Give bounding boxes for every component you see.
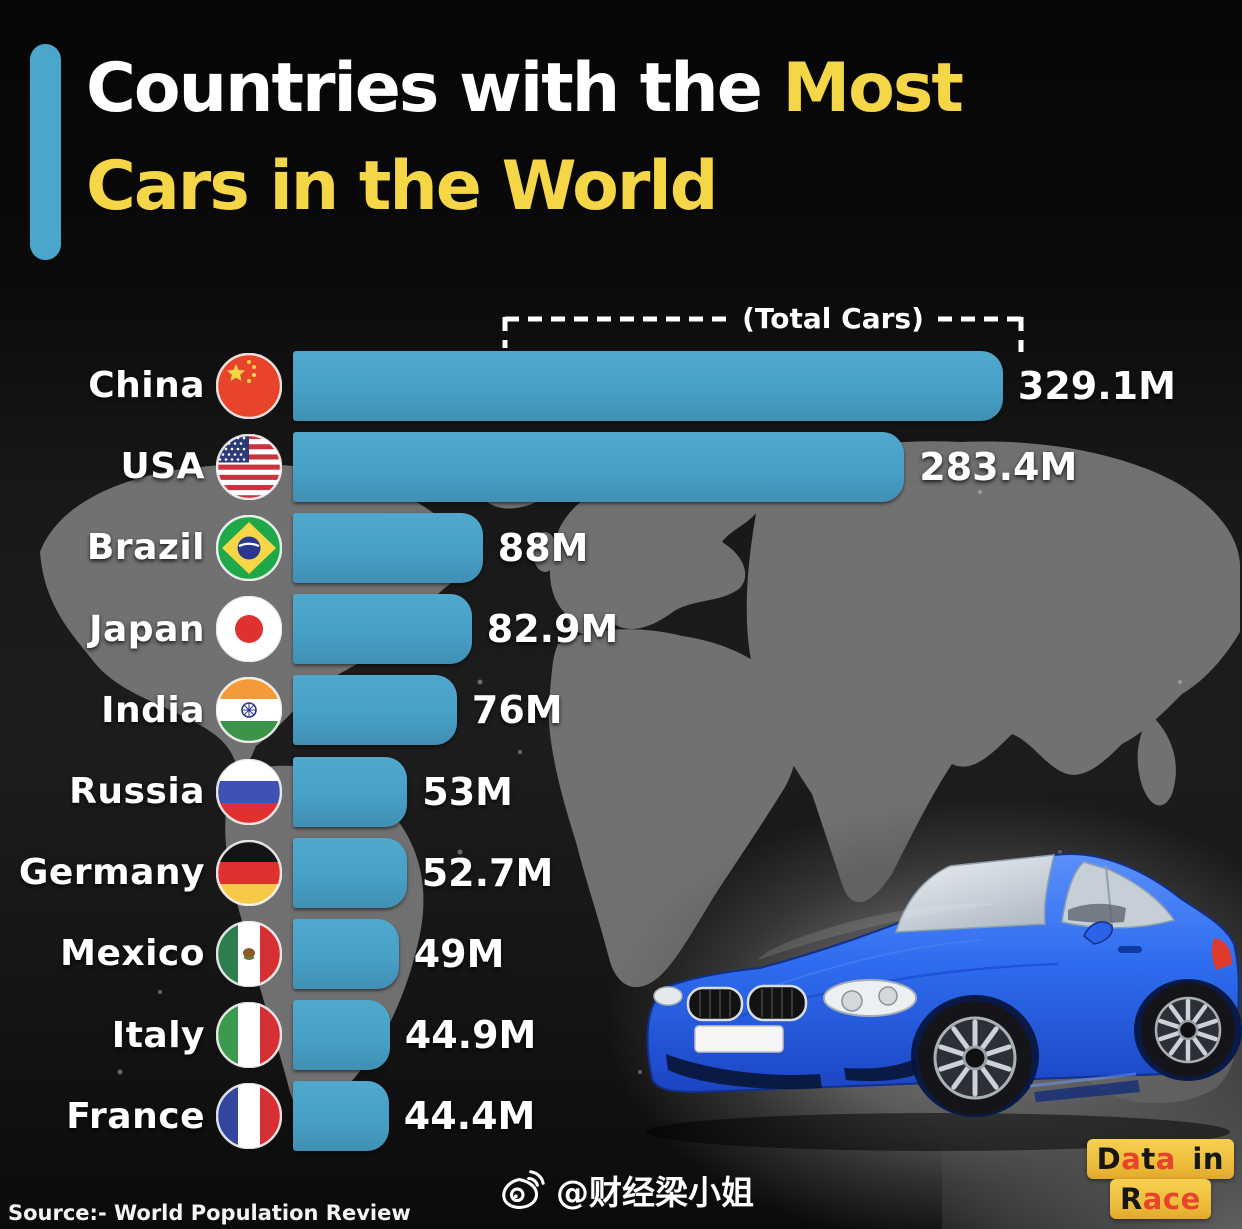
title-line1-white: Countries with the xyxy=(86,49,783,128)
country-label: Italy xyxy=(111,1014,205,1056)
bar-value: 44.4M xyxy=(403,1094,536,1139)
bar-chart: China 329.1M xyxy=(0,345,1242,1157)
chart-row-germany: Germany 52.7M xyxy=(0,832,1242,913)
china-flag-icon xyxy=(205,352,293,419)
bar-mexico xyxy=(293,918,399,989)
bar-value: 76M xyxy=(471,688,563,733)
japan-flag-icon xyxy=(205,596,293,663)
chart-row-brazil: Brazil 88M xyxy=(0,507,1242,588)
bar-india xyxy=(293,675,457,746)
country-label: USA xyxy=(120,446,205,488)
chart-row-china: China 329.1M xyxy=(0,345,1242,426)
country-label: Brazil xyxy=(86,527,205,569)
country-label: India xyxy=(101,689,205,731)
bar-value: 52.7M xyxy=(421,850,554,895)
country-label: Mexico xyxy=(60,933,205,975)
usa-flag-icon xyxy=(205,433,293,500)
mexico-flag-icon xyxy=(205,920,293,987)
bar-value: 53M xyxy=(422,769,513,814)
source-credit: Source:- World Population Review xyxy=(8,1201,411,1225)
bar-usa xyxy=(293,431,905,502)
bar-russia xyxy=(293,756,408,827)
bar-value: 44.9M xyxy=(404,1013,537,1058)
total-cars-annotation: (Total Cars) xyxy=(742,302,924,335)
weibo-icon xyxy=(502,1170,545,1209)
italy-flag-icon xyxy=(205,1002,293,1069)
bar-brazil xyxy=(293,512,483,583)
bar-value: 49M xyxy=(413,931,505,976)
russia-flag-icon xyxy=(205,758,293,825)
country-label: Japan xyxy=(89,608,205,650)
title-accent-bar xyxy=(30,44,61,260)
chart-row-japan: Japan 82.9M xyxy=(0,589,1242,670)
title-line1-highlight: Most xyxy=(782,49,964,128)
bar-china xyxy=(293,350,1003,421)
bar-italy xyxy=(293,1000,390,1071)
france-flag-icon xyxy=(205,1083,293,1150)
country-label: Russia xyxy=(69,771,205,813)
bar-value: 329.1M xyxy=(1017,363,1176,408)
bar-germany xyxy=(293,837,407,908)
india-flag-icon xyxy=(205,677,293,744)
brazil-flag-icon xyxy=(205,514,293,581)
title-line2: Cars in the World xyxy=(86,147,718,226)
country-label: Germany xyxy=(18,852,205,894)
logo-line2: Race xyxy=(1109,1179,1211,1219)
bar-value: 82.9M xyxy=(486,607,619,652)
chart-row-france: France 44.4M xyxy=(0,1076,1242,1157)
chart-row-india: India xyxy=(0,670,1242,751)
logo-line1: Data in xyxy=(1086,1139,1234,1179)
data-in-race-logo: Data in Race xyxy=(1086,1139,1234,1219)
bar-japan xyxy=(293,594,472,665)
chart-row-usa: USA xyxy=(0,426,1242,507)
watermark: @财经梁小姐 xyxy=(500,1166,754,1214)
blue-car-illustration xyxy=(646,852,1242,1151)
bar-value: 88M xyxy=(497,525,589,570)
chart-row-italy: Italy 44.9M xyxy=(0,995,1242,1076)
chart-row-mexico: Mexico 49M xyxy=(0,913,1242,994)
germany-flag-icon xyxy=(205,839,293,906)
bar-value: 283.4M xyxy=(919,444,1078,489)
chart-row-russia: Russia 53M xyxy=(0,751,1242,832)
bar-france xyxy=(293,1081,389,1152)
country-label: China xyxy=(88,365,205,407)
country-label: France xyxy=(66,1095,205,1137)
watermark-text: @财经梁小姐 xyxy=(556,1173,754,1212)
page-title: Countries with the Most Cars in the Worl… xyxy=(86,40,964,236)
